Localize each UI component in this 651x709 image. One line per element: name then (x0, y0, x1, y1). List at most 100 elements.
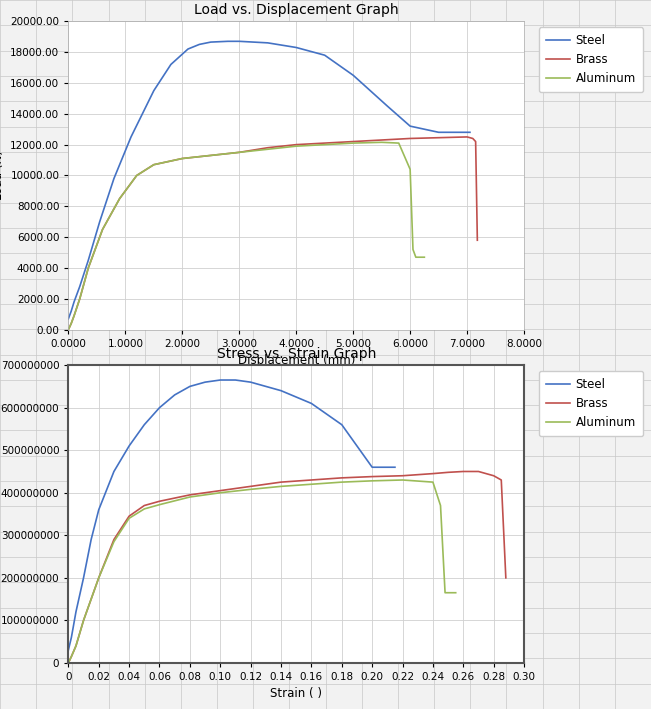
Aluminum (216, 489, 224, 497)
Brass (110, 535, 118, 544)
Brass (264, 143, 271, 152)
Brass (368, 472, 376, 481)
Brass (472, 138, 480, 146)
Aluminum (72, 642, 80, 650)
Brass (178, 155, 186, 163)
Aluminum (441, 588, 449, 597)
Steel (96, 218, 104, 226)
Steel (201, 378, 209, 386)
Steel (216, 376, 224, 384)
Brass (475, 467, 482, 476)
Aluminum (141, 505, 148, 513)
Steel (338, 420, 346, 429)
Aluminum (133, 171, 141, 179)
Aluminum (307, 480, 315, 489)
Brass (473, 236, 481, 245)
Aluminum (452, 588, 460, 597)
Steel (321, 51, 329, 60)
Line: Brass: Brass (68, 471, 506, 663)
Brass (207, 151, 215, 160)
Brass (216, 486, 224, 495)
Steel (167, 60, 174, 69)
Aluminum (186, 493, 194, 501)
Brass (460, 467, 467, 476)
Steel (68, 633, 76, 642)
Line: Brass: Brass (68, 137, 477, 330)
Brass (338, 474, 346, 482)
Steel (127, 133, 135, 141)
Brass (247, 482, 255, 491)
Steel (79, 574, 87, 582)
Aluminum (418, 253, 426, 262)
Aluminum (398, 476, 406, 484)
Aluminum (156, 501, 163, 509)
Aluminum (76, 295, 83, 303)
Steel (435, 128, 443, 137)
Line: Aluminum: Aluminum (68, 480, 456, 663)
Aluminum (70, 311, 78, 320)
Brass (435, 133, 443, 142)
Steel (466, 128, 474, 137)
Legend: Steel, Brass, Aluminum: Steel, Brass, Aluminum (539, 27, 643, 92)
Brass (141, 501, 148, 510)
Aluminum (95, 574, 103, 582)
Aluminum (437, 501, 445, 510)
Steel (85, 256, 92, 264)
Aluminum (207, 151, 215, 160)
Steel (458, 128, 465, 137)
Title: Load vs. Displacement Graph: Load vs. Displacement Graph (194, 4, 398, 17)
Steel (76, 282, 83, 291)
Aluminum (406, 165, 414, 174)
Aluminum (378, 138, 385, 147)
Brass (490, 471, 497, 480)
Steel (64, 315, 72, 323)
Steel (171, 391, 178, 399)
Brass (406, 134, 414, 143)
Brass (502, 574, 510, 582)
Aluminum (368, 476, 376, 485)
Steel (64, 646, 72, 654)
Aluminum (150, 160, 158, 169)
Steel (406, 122, 414, 130)
Brass (95, 574, 103, 582)
Brass (398, 471, 406, 480)
Steel (141, 420, 148, 429)
Aluminum (125, 514, 133, 523)
Steel (368, 463, 376, 471)
Aluminum (68, 652, 76, 661)
Steel (150, 86, 158, 95)
Steel (67, 307, 75, 316)
Steel (292, 43, 300, 52)
Brass (429, 469, 437, 478)
Aluminum (412, 253, 420, 262)
Steel (277, 386, 285, 395)
Title: Stress vs. Strain Graph: Stress vs. Strain Graph (217, 347, 376, 361)
Brass (378, 135, 385, 144)
Aluminum (409, 245, 417, 254)
Steel (186, 382, 194, 391)
Brass (444, 468, 452, 476)
Line: Steel: Steel (68, 380, 395, 650)
Aluminum (236, 148, 243, 157)
Brass (70, 311, 78, 320)
Brass (186, 491, 194, 499)
Brass (68, 652, 76, 661)
Aluminum (429, 478, 437, 486)
Steel (110, 467, 118, 476)
Brass (307, 476, 315, 484)
Steel (207, 38, 215, 46)
Aluminum (67, 319, 75, 328)
Steel (95, 506, 103, 514)
Brass (150, 160, 158, 169)
Brass (79, 616, 87, 625)
Brass (67, 319, 75, 328)
Steel (383, 463, 391, 471)
Aluminum (178, 155, 186, 163)
Steel (125, 442, 133, 450)
Line: Steel: Steel (68, 41, 470, 319)
Aluminum (292, 142, 300, 150)
Steel (391, 463, 399, 471)
Brass (292, 140, 300, 149)
Aluminum (64, 659, 72, 667)
Aluminum (421, 253, 428, 262)
